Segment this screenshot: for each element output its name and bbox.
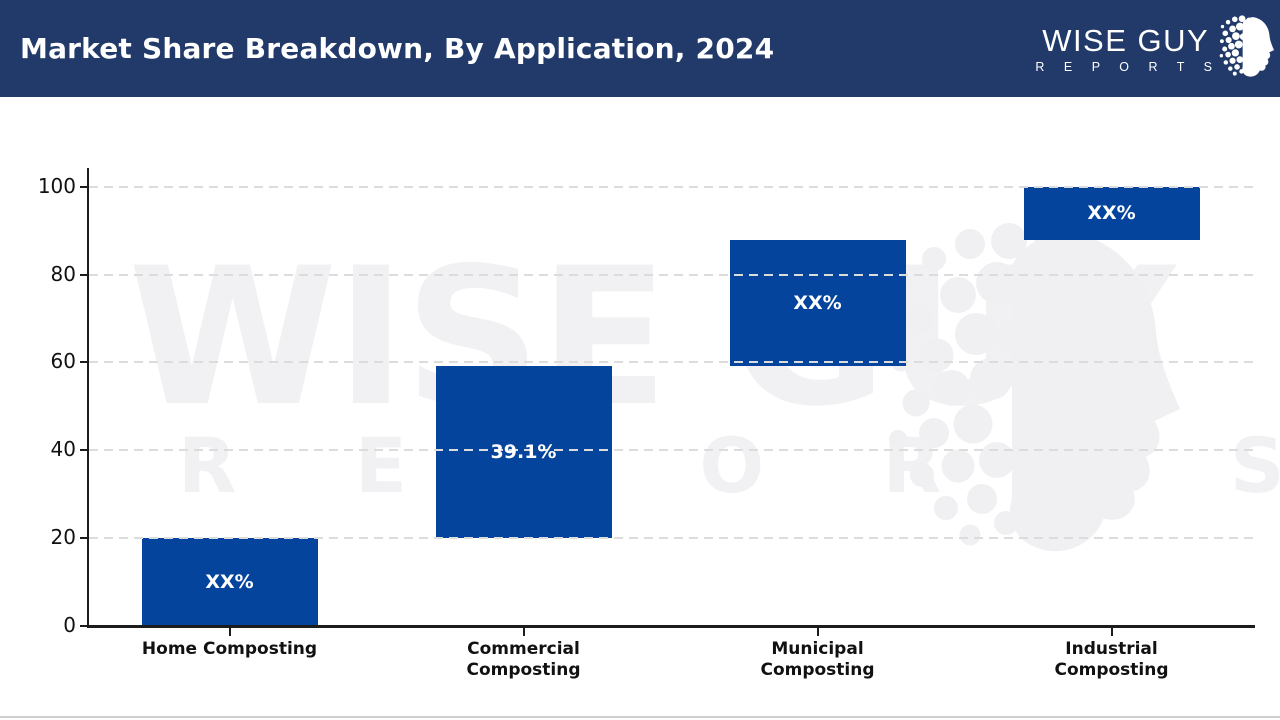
bar-value-label-industrial-composting: XX% [1087,202,1136,225]
y-tick-label-0: 0 [63,613,76,637]
y-tick-40 [80,449,89,452]
y-tick-label-100: 100 [37,173,76,198]
bar-value-label-commercial-composting: 39.1% [490,441,557,464]
bar-commercial-composting [435,366,612,539]
gridline-40 [89,449,1254,452]
gridline-20 [89,537,1254,540]
x-tick-municipal-composting [816,627,819,636]
y-tick-80 [80,273,89,276]
watermark-head-dots-graphic [889,223,1180,552]
footer-divider [0,716,1280,718]
bar-municipal-composting [729,239,906,367]
x-category-label-industrial-composting: Industrial Composting [997,639,1227,681]
x-tick-home-composting [228,627,231,636]
x-category-label-line: Industrial [1065,639,1158,659]
y-tick-20 [80,537,89,540]
bar-home-composting [141,538,318,626]
x-category-label-line: Composting [1054,660,1169,680]
x-category-label-line: Municipal [771,639,864,659]
y-tick-100 [80,185,89,188]
gridline-100 [89,185,1254,188]
x-axis-line [87,625,1255,628]
logo-wordmark: WISE GUY [1042,23,1210,59]
bar-value-label-home-composting: XX% [205,571,254,594]
gridline-60 [89,361,1254,364]
x-category-label-home-composting: Home Composting [115,639,345,660]
x-category-label-line: Commercial [467,639,580,659]
x-tick-industrial-composting [1110,627,1113,636]
x-tick-commercial-composting [522,627,525,636]
page-title: Market Share Breakdown, By Application, … [20,32,775,65]
x-category-label-commercial-composting: Commercial Composting [409,639,639,681]
x-category-label-line: Composting [760,660,875,680]
x-category-label-line: Composting [466,660,581,680]
header-bar: Market Share Breakdown, By Application, … [0,0,1280,97]
y-tick-label-20: 20 [50,525,76,550]
bar-value-label-municipal-composting: XX% [793,291,842,314]
logo-subtitle: R E P O R T S [1035,59,1220,74]
x-category-label-municipal-composting: Municipal Composting [703,639,933,681]
logo-head-dots-icon [1219,15,1274,77]
y-tick-label-60: 60 [50,349,76,374]
x-category-label-line: Home Composting [141,639,318,659]
y-tick-label-40: 40 [50,437,76,462]
wise-guy-reports-logo: WISE GUY R E P O R T S [1031,4,1274,94]
bar-industrial-composting [1023,186,1200,240]
logo-text: WISE GUY R E P O R T S [1031,23,1220,74]
gridline-80 [89,273,1254,276]
y-tick-60 [80,361,89,364]
y-tick-label-80: 80 [50,261,76,286]
y-axis-line [87,168,89,628]
y-tick-0 [80,625,89,627]
